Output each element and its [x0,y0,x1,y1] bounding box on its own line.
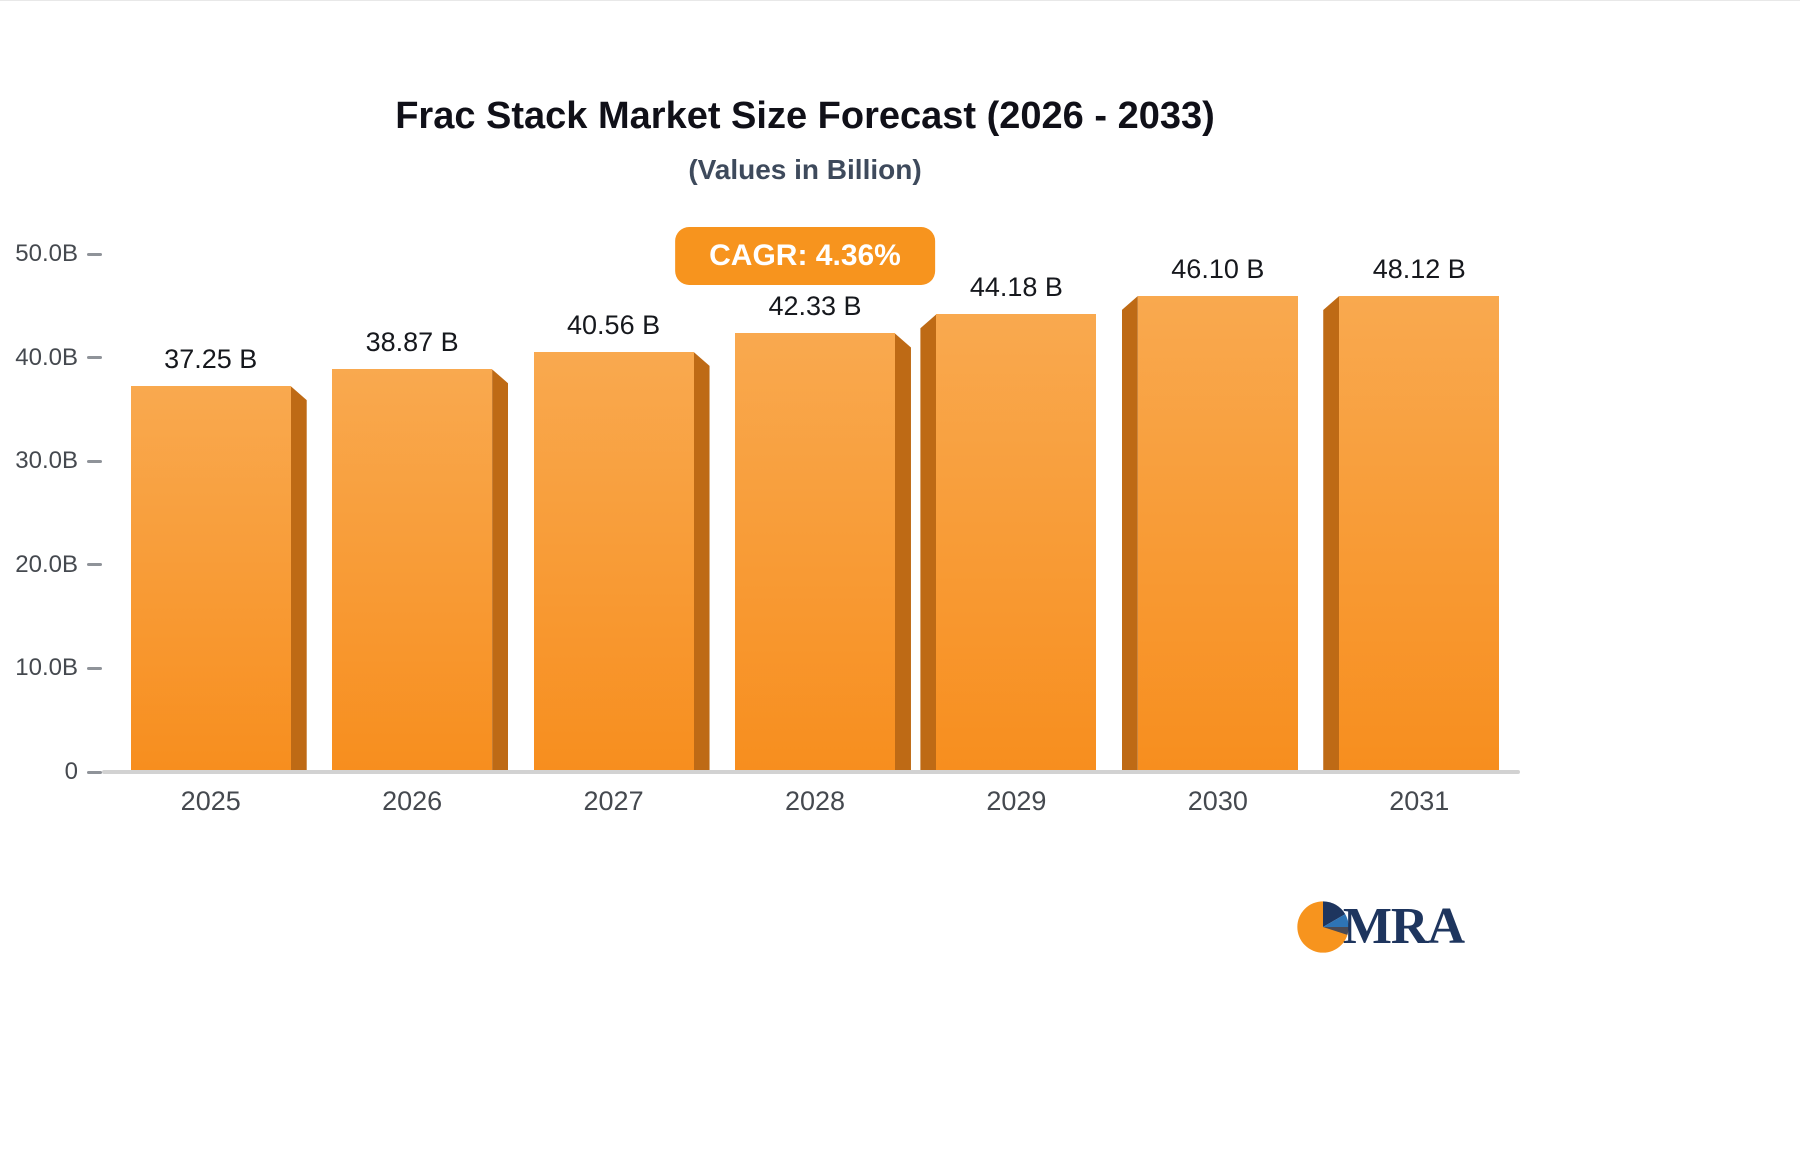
chart-subtitle: (Values in Billion) [688,154,922,185]
bar-value-label: 48.12 B [1372,254,1466,284]
x-axis-label-2031: 2031 [1389,786,1450,816]
x-axis-label-2027: 2027 [583,786,644,816]
mra-logo-text: MRA [1342,898,1465,955]
bar-2029 [920,314,1097,772]
bar-value-label: 37.25 B [164,344,258,375]
bar-3d-side [920,314,937,772]
mra-logo-pie-icon [1297,900,1349,953]
y-tick-mark [87,252,102,256]
y-tick-mark [87,459,102,463]
bar-3d-side [894,333,911,772]
y-tick-mark [87,666,102,670]
chart-column: Frac Stack Market Size Forecast (2026 - … [0,93,1610,817]
bar-chart: CAGR: 4.36% 37.25 B 38.87 B 40.56 B 42.33 B… [0,227,1610,817]
y-tick-label: 40.0B [15,343,78,371]
bar-2025 [130,386,307,772]
bar-slot-2025: 37.25 B [110,254,311,772]
bar-2026 [332,369,509,772]
x-axis-label-2025: 2025 [180,786,241,816]
bar-slot-2026: 38.87 B [311,254,512,772]
x-axis-label-2026: 2026 [382,786,443,816]
y-tick-30.0B: 30.0B [0,447,102,475]
bar-value-label: 38.87 B [365,327,459,358]
mra-logo: MRA [1295,897,1465,956]
y-tick-label: 30.0B [15,447,78,475]
y-tick-0: 0 [0,758,102,786]
bar-slot-2029: 44.18 B [916,254,1117,772]
y-tick-label: 10.0B [15,654,78,682]
y-tick-mark [87,770,102,774]
bar-3d-side [290,386,307,772]
bar-3d-side [492,369,509,772]
bar-value-label: 44.18 B [969,272,1063,303]
bar-slot-2027: 40.56 B [513,254,714,772]
y-tick-mark [87,563,102,567]
bar-3d-side [1323,296,1340,772]
x-axis-label-2028: 2028 [784,786,846,816]
y-tick-20.0B: 20.0B [0,551,102,579]
bar-2027 [533,351,710,772]
bar-value-label: 42.33 B [768,291,862,322]
bar-slot-2028: 42.33 B [714,254,915,772]
y-tick-mark [87,356,102,360]
y-tick-label: 50.0B [15,240,78,267]
y-tick-10.0B: 10.0B [0,654,102,682]
x-axis-label-2030: 2030 [1187,786,1248,816]
plot-area: 37.25 B 38.87 B 40.56 B 42.33 B 44.18 B 46.10… [15,240,1520,785]
bar-slot-2031: 48.12 B [1319,254,1520,772]
bar-2028 [734,333,911,772]
bar-2031 [1323,296,1500,772]
bar-value-label: 46.10 B [1171,254,1265,284]
y-tick-40.0B: 40.0B [0,344,102,372]
x-axis-labels: 2025 2026 2027 2028 2029 2030 2031 [110,786,1520,817]
bar-slot-2030: 46.10 B [1117,254,1318,772]
bar-3d-side [693,351,710,772]
chart-title: Frac Stack Market Size Forecast (2026 - … [395,95,1215,137]
x-axis-label-2029: 2029 [986,786,1047,816]
bar-value-label: 40.56 B [567,309,661,340]
bars-container: 37.25 B 38.87 B 40.56 B 42.33 B 44.18 B 46.10… [110,254,1520,772]
x-axis-baseline [102,770,1520,774]
y-tick-50.0B: 50.0B [0,240,102,268]
bar-3d-side [1121,296,1138,772]
y-tick-label: 20.0B [15,550,78,578]
y-tick-label: 0 [64,758,78,785]
cagr-badge: CAGR: 4.36% [675,227,935,285]
bar-2030 [1121,296,1298,772]
